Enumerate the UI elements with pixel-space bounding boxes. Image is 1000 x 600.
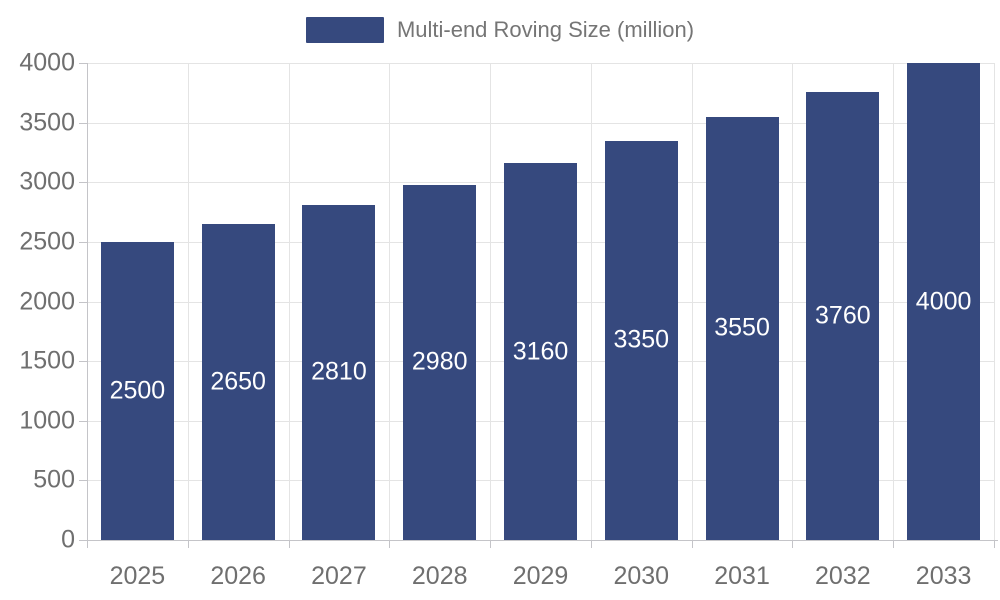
y-axis-tick-label: 500 <box>33 465 75 494</box>
bar-value-label: 3160 <box>512 337 569 366</box>
y-axis-tick <box>79 540 87 541</box>
x-axis-tick <box>994 540 995 548</box>
gridline-vertical <box>187 63 189 540</box>
x-axis-tick <box>187 540 189 548</box>
x-axis-tick <box>87 540 88 548</box>
x-axis-tick-label: 2025 <box>109 562 166 590</box>
legend-swatch[interactable] <box>305 17 384 43</box>
bar-value-label: 2500 <box>109 376 166 405</box>
bar-value-label: 3350 <box>613 325 670 354</box>
gridline-vertical <box>893 63 895 540</box>
bar <box>302 204 376 540</box>
gridline-vertical <box>590 63 592 540</box>
y-axis-tick <box>79 480 87 482</box>
gridline-vertical <box>691 63 693 540</box>
bar <box>604 140 678 540</box>
y-axis-tick <box>79 361 87 363</box>
y-axis-tick-label: 2500 <box>19 227 75 256</box>
y-axis-line <box>87 63 88 548</box>
y-axis-tick-label: 1500 <box>19 346 75 375</box>
y-axis-tick-label: 3000 <box>19 167 75 196</box>
bar <box>806 91 880 540</box>
x-axis-tick-label: 2027 <box>311 562 367 590</box>
y-axis-tick-label: 4000 <box>19 48 75 77</box>
gridline-vertical <box>389 63 391 540</box>
bar <box>705 116 779 540</box>
x-axis-tick <box>590 540 592 548</box>
bar-value-label: 3550 <box>714 313 770 342</box>
gridline-vertical <box>792 63 794 540</box>
bar-value-label: 4000 <box>915 287 972 315</box>
bar <box>201 223 275 540</box>
y-axis-tick <box>79 241 87 243</box>
bar-value-label: 2980 <box>411 347 468 376</box>
x-axis-tick <box>691 540 693 548</box>
x-axis-tick <box>288 540 290 548</box>
gridline-horizontal <box>87 122 994 124</box>
y-axis-tick <box>79 420 87 422</box>
x-axis-tick-label: 2031 <box>714 562 770 590</box>
x-axis-tick-label: 2033 <box>915 562 972 590</box>
y-axis-tick-label: 3500 <box>19 108 75 137</box>
gridline-vertical <box>490 63 492 540</box>
x-axis-tick <box>792 540 794 548</box>
legend-label[interactable]: Multi-end Roving Size (million) <box>396 17 695 42</box>
x-axis-tick-label: 2032 <box>815 562 871 590</box>
bar-value-label: 2650 <box>210 367 266 396</box>
x-axis-tick <box>490 540 492 548</box>
gridline-horizontal <box>87 63 994 64</box>
bar <box>504 163 577 540</box>
y-axis-tick <box>79 182 87 184</box>
bar-value-label: 3760 <box>815 301 871 330</box>
x-axis-tick <box>389 540 391 548</box>
bar <box>907 63 981 540</box>
y-axis-tick <box>79 301 87 303</box>
y-axis-tick-label: 1000 <box>19 406 75 435</box>
y-axis-tick-label: 2000 <box>19 287 75 315</box>
gridline-vertical <box>288 63 290 540</box>
y-axis-tick <box>79 63 87 64</box>
x-axis-tick <box>893 540 895 548</box>
x-axis-tick-label: 2026 <box>210 562 266 590</box>
x-axis-tick-label: 2030 <box>613 562 670 590</box>
y-axis-tick-label: 0 <box>61 525 75 554</box>
x-axis-tick-label: 2029 <box>512 562 569 590</box>
y-axis-tick <box>79 122 87 124</box>
bar <box>100 241 174 540</box>
bar-value-label: 2810 <box>311 357 367 386</box>
x-axis-line <box>87 540 998 541</box>
legend[interactable]: Multi-end Roving Size (million) <box>0 15 1000 45</box>
x-axis-tick-label: 2028 <box>411 562 468 590</box>
gridline-vertical <box>994 63 995 540</box>
bar <box>403 184 477 540</box>
